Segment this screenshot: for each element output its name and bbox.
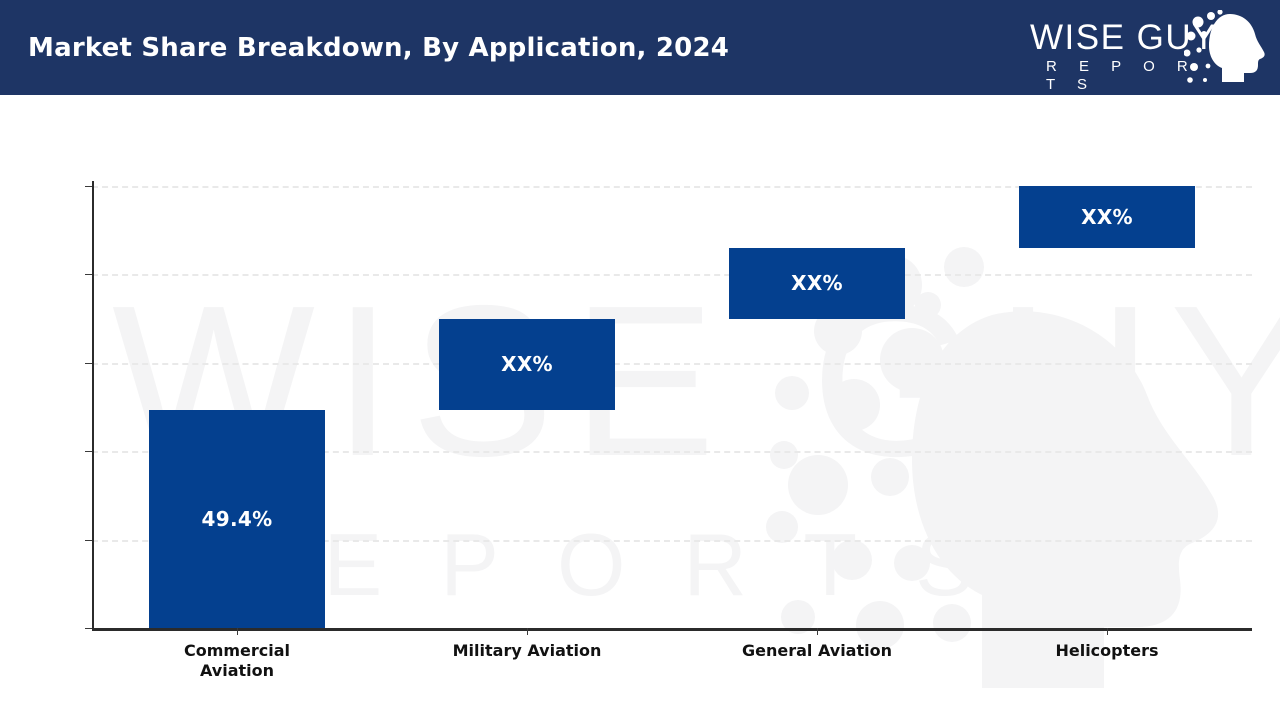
x-axis-label-general-aviation: General Aviation [697,641,937,661]
x-label-line-1: Commercial [183,641,291,660]
y-tick-40 [85,451,92,453]
page-title: Market Share Breakdown, By Application, … [28,32,730,63]
x-label-line-1: Helicopters [1055,641,1159,660]
gridline-40 [92,451,1252,454]
gridline-100 [92,186,1252,188]
gridline-80 [92,274,1252,277]
y-tick-60 [85,362,92,364]
brand-logo: WISE GUY R E P O R T S [1022,4,1272,94]
y-tick-80 [85,274,92,276]
bar-value-label: XX% [791,271,843,296]
logo-wiseguy-text: WISE GUY [1030,17,1218,57]
bar-helicopters[interactable]: XX% [1018,186,1195,248]
bar-value-label: XX% [1081,204,1133,229]
logo-reports-text: R E P O R T S [1046,57,1197,93]
x-label-line-1: Military Aviation [452,641,602,660]
x-tick-2 [817,628,818,635]
bar-commercial-aviation[interactable]: 49.4% [148,409,325,628]
gridline-60 [92,362,1252,365]
x-tick-0 [237,628,238,635]
x-axis-label-commercial-aviation: Commercial Aviation [117,641,357,681]
x-axis-label-helicopters: Helicopters [987,641,1227,661]
x-tick-3 [1107,628,1108,635]
head-dots-icon [1184,9,1265,83]
x-label-line-1: General Aviation [741,641,892,660]
logo-text: WISE GUY R E P O R T S [1030,17,1220,94]
y-tick-20 [85,539,92,541]
y-axis-line [92,181,94,628]
y-tick-100 [85,186,92,187]
bar-general-aviation[interactable]: XX% [728,247,905,319]
gridline-20 [92,539,1252,542]
y-tick-0 [85,628,92,629]
x-axis-label-military-aviation: Military Aviation [407,641,647,661]
page-header: Market Share Breakdown, By Application, … [0,0,1280,95]
x-tick-1 [527,628,528,635]
plot-area: 100 80 60 40 20 0 49.4% XX% XX% XX% [85,181,1252,680]
bar-value-label: 49.4% [201,506,273,531]
bar-value-label: XX% [501,352,553,377]
chart-container: WISE GUY REPORTS [0,95,1280,720]
bar-military-aviation[interactable]: XX% [438,318,615,410]
x-axis-line [92,628,1252,631]
x-label-line-2: Aviation [199,661,275,680]
